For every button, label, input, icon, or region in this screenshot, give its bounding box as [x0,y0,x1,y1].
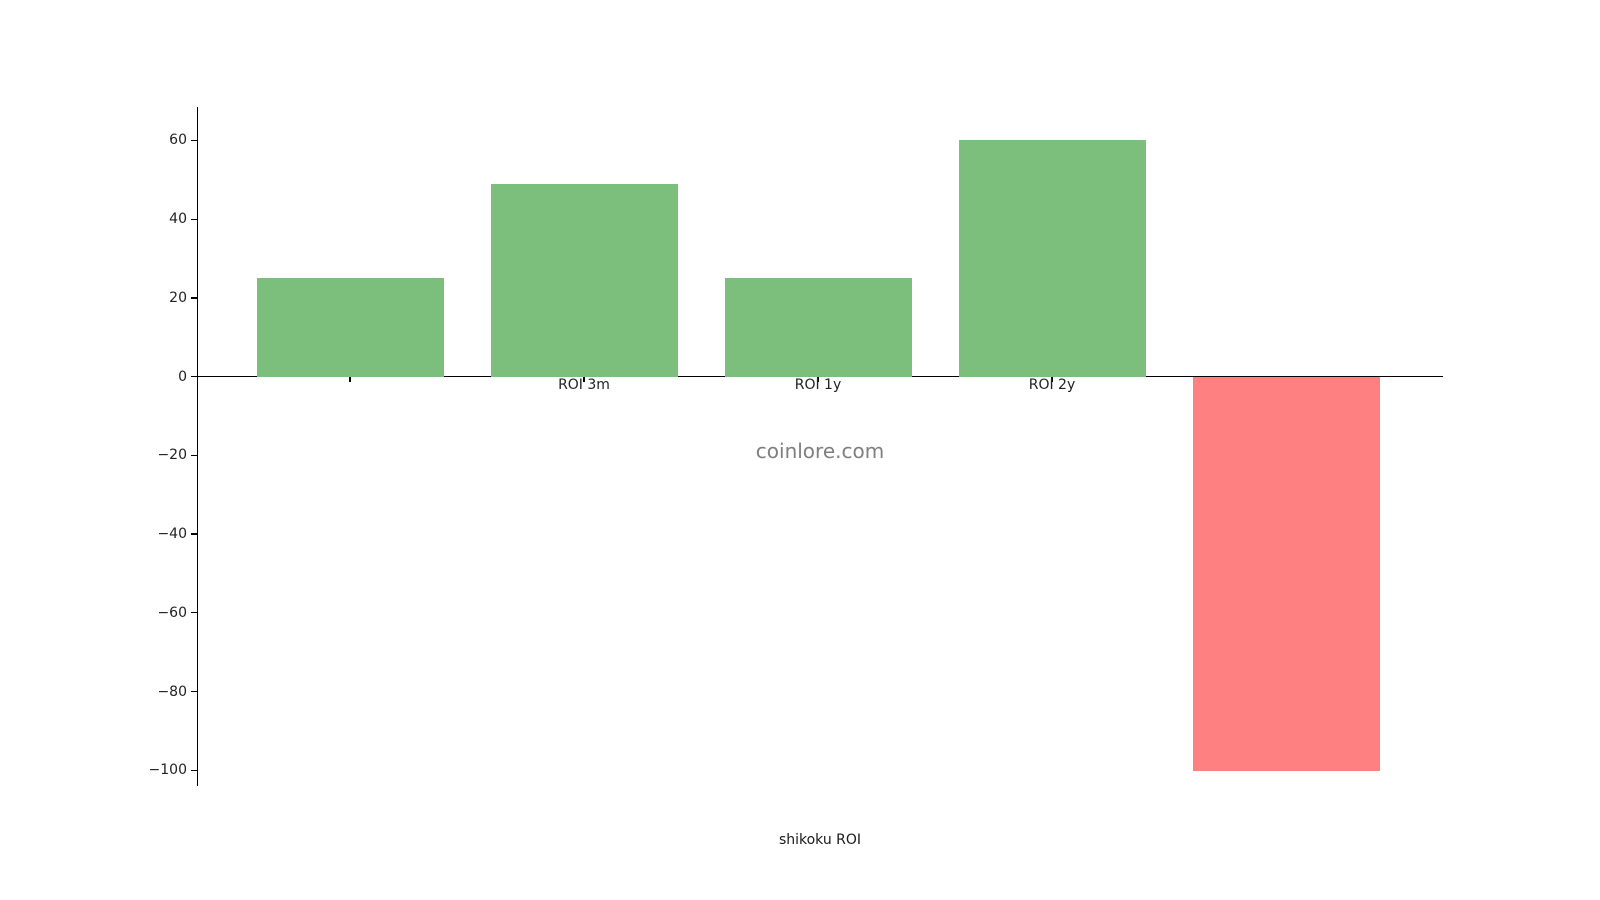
y-tick-label: 60 [169,132,187,149]
y-tick-label: 20 [169,289,187,306]
y-tick-mark [190,612,197,614]
y-tick-label: −40 [157,526,187,543]
y-tick-label: −80 [157,683,187,700]
y-tick-mark [190,297,197,299]
bar-4 [1192,377,1380,771]
y-tick-label: −100 [148,762,187,779]
bar-0 [256,278,444,377]
y-tick-mark [190,690,197,693]
y-tick-label: 0 [178,368,187,385]
y-tick-mark [190,375,197,378]
x-tick-mark [817,377,819,383]
x-tick-label: ROI 2y [1028,377,1076,394]
y-tick-label: 40 [169,211,187,228]
bar-roi-1y [724,278,912,377]
y-tick-mark [190,533,197,535]
x-tick-label: ROI 3m [558,377,610,394]
y-tick-mark [190,454,197,456]
watermark-text: coinlore.com [755,439,885,463]
y-tick-mark [190,139,197,142]
y-tick-label: −20 [157,447,187,464]
y-tick-mark [190,218,197,220]
y-axis-spine [197,107,199,786]
chart-title: shikoku ROI [778,832,862,848]
x-tick-mark [583,377,585,383]
bar-roi-2y [958,140,1146,377]
x-tick-mark [349,377,351,383]
y-tick-label: −60 [157,604,187,621]
x-tick-label: ROI 1y [794,377,842,394]
y-tick-mark [190,769,197,771]
x-tick-mark [1051,377,1053,383]
bar-roi-3m [490,183,678,377]
